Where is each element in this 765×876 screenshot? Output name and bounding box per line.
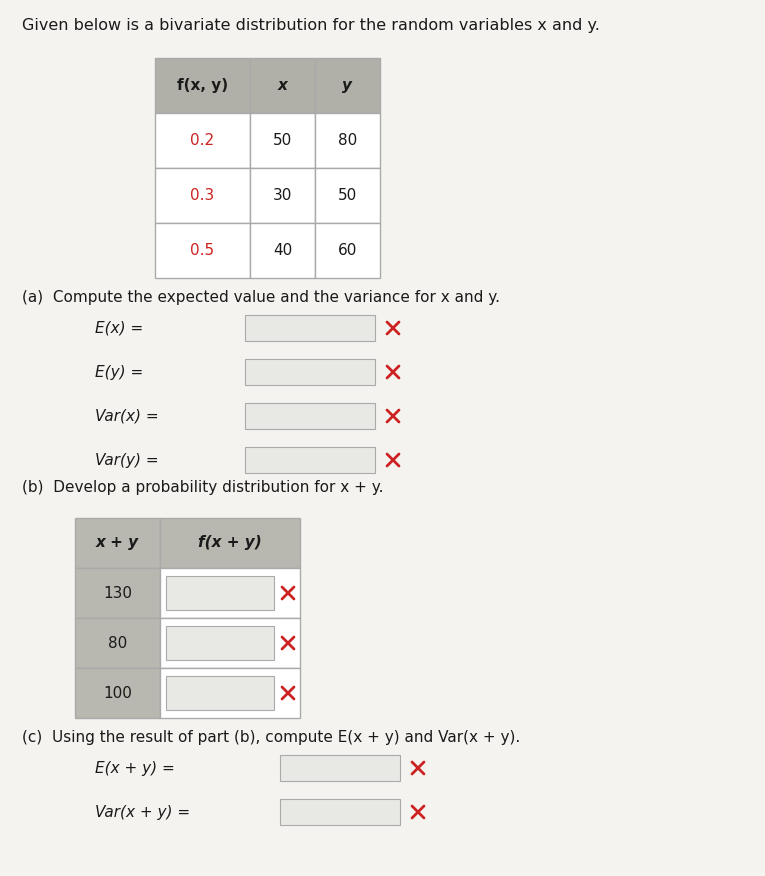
Text: 0.3: 0.3 bbox=[190, 188, 215, 203]
Text: 100: 100 bbox=[103, 686, 132, 701]
Text: f(x, y): f(x, y) bbox=[177, 78, 228, 93]
Bar bbox=[280, 755, 400, 781]
Text: 0.2: 0.2 bbox=[190, 133, 214, 148]
Bar bbox=[160, 568, 300, 618]
Bar bbox=[245, 447, 375, 473]
Bar bbox=[166, 676, 274, 710]
Bar bbox=[250, 113, 315, 168]
Text: x + y: x + y bbox=[96, 535, 139, 550]
Bar bbox=[245, 403, 375, 429]
Bar bbox=[155, 223, 250, 278]
Bar bbox=[160, 668, 300, 718]
Bar bbox=[245, 359, 375, 385]
Bar bbox=[160, 518, 300, 568]
Bar bbox=[75, 618, 160, 668]
Bar bbox=[245, 315, 375, 341]
Text: x: x bbox=[278, 78, 288, 93]
Bar bbox=[250, 168, 315, 223]
Text: E(y) =: E(y) = bbox=[95, 364, 143, 379]
Bar bbox=[315, 113, 380, 168]
Bar bbox=[155, 168, 250, 223]
Bar bbox=[155, 113, 250, 168]
Text: y: y bbox=[343, 78, 353, 93]
Bar bbox=[315, 168, 380, 223]
Text: 80: 80 bbox=[108, 635, 127, 651]
Bar bbox=[315, 223, 380, 278]
Text: f(x + y): f(x + y) bbox=[198, 535, 262, 550]
Bar bbox=[315, 58, 380, 113]
Text: 130: 130 bbox=[103, 585, 132, 601]
Bar bbox=[75, 668, 160, 718]
Bar bbox=[250, 223, 315, 278]
Text: Var(y) =: Var(y) = bbox=[95, 453, 158, 468]
Bar bbox=[280, 799, 400, 825]
Bar bbox=[166, 576, 274, 610]
Text: E(x) =: E(x) = bbox=[95, 321, 143, 336]
Text: 80: 80 bbox=[338, 133, 357, 148]
Text: Var(x + y) =: Var(x + y) = bbox=[95, 804, 190, 820]
Text: 0.5: 0.5 bbox=[190, 243, 214, 258]
Text: 50: 50 bbox=[273, 133, 292, 148]
Text: 40: 40 bbox=[273, 243, 292, 258]
Bar bbox=[155, 58, 250, 113]
Bar bbox=[75, 518, 160, 568]
Text: (c)  Using the result of part (b), compute E(x + y) and Var(x + y).: (c) Using the result of part (b), comput… bbox=[22, 730, 520, 745]
Text: E(x + y) =: E(x + y) = bbox=[95, 760, 174, 775]
Text: 60: 60 bbox=[338, 243, 357, 258]
Bar bbox=[75, 568, 160, 618]
Text: (a)  Compute the expected value and the variance for x and y.: (a) Compute the expected value and the v… bbox=[22, 290, 500, 305]
Bar bbox=[166, 626, 274, 660]
Text: (b)  Develop a probability distribution for x + y.: (b) Develop a probability distribution f… bbox=[22, 480, 383, 495]
Text: 50: 50 bbox=[338, 188, 357, 203]
Bar bbox=[160, 618, 300, 668]
Bar bbox=[250, 58, 315, 113]
Text: 30: 30 bbox=[273, 188, 292, 203]
Text: Given below is a bivariate distribution for the random variables x and y.: Given below is a bivariate distribution … bbox=[22, 18, 600, 33]
Text: Var(x) =: Var(x) = bbox=[95, 408, 158, 423]
